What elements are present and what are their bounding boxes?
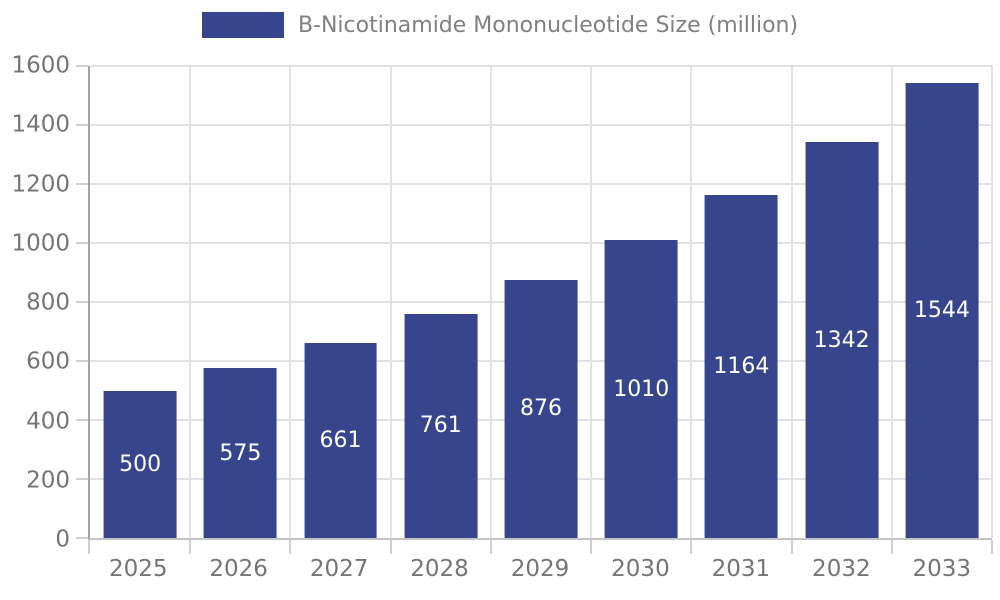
legend-swatch [201,12,284,38]
x-tick-mark [790,540,793,554]
x-tick-label: 2027 [309,556,369,582]
y-tick-mark [76,242,88,244]
x-tick-label: 2025 [108,556,168,582]
gridline-horizontal [90,65,992,67]
bar: 500 [103,390,177,538]
y-axis: 0 200 400 600 800 1000 1200 1400 1600 [0,54,70,551]
gridline-horizontal [90,242,992,244]
x-tick-mark [590,540,593,554]
bar-value-label: 500 [119,451,162,477]
gridline-vertical [189,66,192,538]
bar: 1164 [705,194,778,538]
bar-value-label: 1010 [613,376,670,402]
x-tick-mark [389,540,392,554]
y-tick-mark [76,419,88,421]
bar-value-label: 1342 [813,327,870,353]
x-tick-mark [88,540,90,554]
bar: 1544 [905,82,979,538]
y-tick-mark [76,301,88,303]
y-tick-label: 200 [26,467,70,494]
plot-area: 500 575 661 761 876 1010 1164 1342 1544 [76,65,993,554]
bar: 1342 [805,142,879,538]
x-tick-label: 2030 [611,556,670,582]
y-tick-label: 1000 [11,230,70,257]
y-tick-mark [76,183,88,185]
y-tick-mark [76,537,88,539]
x-tick-mark [890,540,893,554]
bar-value-label: 575 [219,440,262,466]
legend: B-Nicotinamide Mononucleotide Size (mill… [0,12,1000,38]
gridline-vertical [389,66,392,538]
gridline-vertical [590,66,593,538]
x-tick-label: 2033 [912,556,972,582]
bar: 661 [304,343,377,538]
y-tick-label: 400 [26,408,70,434]
gridline-vertical [489,66,492,538]
x-tick-label: 2032 [812,556,871,582]
x-tick-label: 2031 [711,556,771,582]
gridline-vertical [289,66,292,538]
gridline-vertical [890,66,893,538]
x-tick-mark [189,540,192,554]
x-axis: 2025 2026 2027 2028 2029 2030 2031 2032 2033 [88,556,992,588]
y-tick-label: 0 [55,526,70,553]
bar: 876 [504,279,578,538]
y-tick-mark [76,65,88,67]
bar: 761 [404,313,478,538]
y-tick-label: 800 [26,289,70,316]
bar-value-label: 761 [419,413,462,439]
x-tick-label: 2028 [410,556,469,582]
bar-value-label: 1544 [913,297,970,323]
gridline-vertical [991,66,993,538]
gridline-horizontal [90,124,992,126]
x-tick-mark [690,540,693,554]
x-tick-mark [991,540,993,554]
legend-label: B-Nicotinamide Mononucleotide Size (mill… [297,12,799,38]
y-tick-label: 1200 [11,171,70,197]
bar: 1010 [604,240,678,538]
x-tick-mark [289,540,292,554]
x-tick-label: 2026 [209,556,268,582]
bar: 575 [203,368,277,538]
gridline-vertical [790,66,793,538]
y-tick-label: 600 [26,348,70,375]
bar-value-label: 876 [519,396,562,422]
x-tick-mark [489,540,492,554]
y-tick-mark [76,478,88,480]
y-tick-mark [76,360,88,362]
bar-value-label: 661 [319,428,362,453]
gridline-horizontal [90,183,992,185]
y-tick-mark [76,124,88,126]
bar-value-label: 1164 [713,353,770,379]
y-tick-label: 1400 [11,111,70,138]
y-tick-label: 1600 [11,52,70,79]
gridline-vertical [690,66,693,538]
x-tick-label: 2029 [510,556,570,582]
